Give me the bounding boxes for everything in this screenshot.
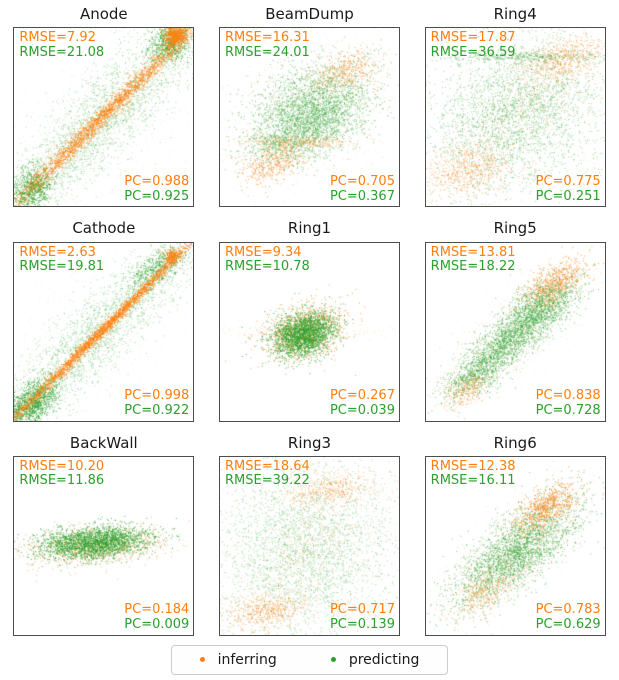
pc-predicting-label: PC=0.009 — [124, 617, 190, 633]
plot-area: RMSE=9.34 RMSE=10.78 PC=0.267 PC=0.039 — [218, 241, 400, 422]
subplot-title: Anode — [79, 5, 128, 23]
pc-predicting-label: PC=0.367 — [329, 188, 395, 204]
subplot-ring6: Ring6 RMSE=12.38 RMSE=16.11 PC=0.783 PC=… — [423, 433, 607, 636]
rmse-inferring-label: RMSE=18.64 — [224, 458, 310, 474]
plot-area: RMSE=16.31 RMSE=24.01 PC=0.705 PC=0.367 — [218, 27, 400, 208]
scatter-canvas — [219, 28, 399, 207]
rmse-annotation: RMSE=13.81 RMSE=18.22 — [430, 244, 516, 275]
rmse-predicting-label: RMSE=19.81 — [19, 259, 105, 275]
rmse-annotation: RMSE=7.92 RMSE=21.08 — [19, 31, 104, 60]
pc-annotation: PC=0.717 PC=0.139 — [330, 603, 395, 632]
pc-inferring-label: PC=0.838 — [535, 388, 601, 404]
subplot-ring1: Ring1 RMSE=9.34 RMSE=10.78 PC=0.267 PC=0… — [218, 218, 402, 422]
legend-box: inferring predicting — [170, 644, 449, 675]
subplot-title: Ring1 — [287, 219, 332, 238]
legend: inferring predicting — [0, 644, 619, 675]
pc-predicting-label: PC=0.629 — [535, 617, 601, 633]
subplot-ring5: Ring5 RMSE=13.81 RMSE=18.22 PC=0.838 PC=… — [423, 218, 607, 422]
subplot-title: Ring6 — [493, 433, 537, 452]
plot-area: RMSE=7.92 RMSE=21.08 PC=0.988 PC=0.925 — [13, 27, 195, 208]
subplot-title: Ring5 — [493, 219, 537, 238]
subplot-title: BeamDump — [265, 5, 354, 23]
rmse-predicting-label: RMSE=36.59 — [430, 44, 516, 60]
plot-area: RMSE=2.63 RMSE=19.81 PC=0.998 PC=0.922 — [13, 241, 195, 422]
predicting-marker-icon — [330, 657, 336, 663]
pc-inferring-label: PC=0.184 — [124, 602, 190, 618]
subplot-backwall: BackWall RMSE=10.20 RMSE=11.86 PC=0.184 … — [12, 433, 196, 636]
plot-area: RMSE=10.20 RMSE=11.86 PC=0.184 PC=0.009 — [13, 455, 195, 636]
inferring-marker-icon — [199, 657, 205, 663]
subplot-cathode: Cathode RMSE=2.63 RMSE=19.81 PC=0.998 PC… — [12, 218, 196, 422]
rmse-predicting-label: RMSE=24.01 — [224, 44, 310, 60]
rmse-predicting-label: RMSE=10.78 — [224, 259, 310, 275]
rmse-predicting-label: RMSE=21.08 — [19, 44, 105, 60]
rmse-annotation: RMSE=9.34 RMSE=10.78 — [224, 244, 310, 275]
plot-area: RMSE=12.38 RMSE=16.11 PC=0.783 PC=0.629 — [424, 455, 606, 636]
pc-annotation: PC=0.184 PC=0.009 — [124, 603, 189, 632]
rmse-inferring-label: RMSE=12.38 — [430, 458, 516, 474]
rmse-annotation: RMSE=10.20 RMSE=11.86 — [19, 458, 105, 489]
subplot-title: Ring3 — [287, 433, 332, 452]
plot-area: RMSE=17.87 RMSE=36.59 PC=0.775 PC=0.251 — [424, 27, 606, 208]
scatter-canvas — [425, 242, 605, 421]
plot-area: RMSE=13.81 RMSE=18.22 PC=0.838 PC=0.728 — [424, 241, 606, 422]
pc-predicting-label: PC=0.925 — [124, 188, 190, 204]
rmse-predicting-label: RMSE=11.86 — [19, 473, 105, 489]
pc-annotation: PC=0.705 PC=0.367 — [329, 173, 395, 204]
scatter-canvas — [219, 456, 399, 635]
rmse-annotation: RMSE=16.31 RMSE=24.01 — [225, 31, 310, 60]
pc-annotation: PC=0.775 PC=0.251 — [535, 173, 601, 204]
legend-label-predicting: predicting — [348, 651, 420, 668]
rmse-annotation: RMSE=18.64 RMSE=39.22 — [224, 458, 310, 489]
subplot-anode: Anode RMSE=7.92 RMSE=21.08 PC=0.988 PC=0… — [12, 4, 196, 208]
pc-predicting-label: PC=0.139 — [329, 617, 395, 633]
plot-area: RMSE=18.64 RMSE=39.22 PC=0.717 PC=0.139 — [218, 455, 400, 636]
rmse-predicting-label: RMSE=39.22 — [224, 473, 310, 489]
rmse-inferring-label: RMSE=10.20 — [19, 458, 105, 474]
subplot-title: Cathode — [72, 219, 136, 238]
rmse-inferring-label: RMSE=9.34 — [224, 244, 302, 260]
scatter-canvas — [14, 242, 194, 421]
pc-predicting-label: PC=0.728 — [535, 402, 601, 418]
legend-item-predicting: predicting — [330, 651, 420, 668]
pc-annotation: PC=0.998 PC=0.922 — [124, 388, 190, 418]
legend-label-inferring: inferring — [217, 651, 277, 668]
rmse-annotation: RMSE=12.38 RMSE=16.11 — [430, 458, 516, 489]
subplot-title: BackWall — [69, 433, 138, 452]
rmse-predicting-label: RMSE=16.11 — [430, 473, 516, 489]
legend-item-inferring: inferring — [199, 651, 277, 668]
pc-inferring-label: PC=0.775 — [535, 173, 601, 189]
pc-inferring-label: PC=0.267 — [329, 388, 395, 404]
pc-predicting-label: PC=0.039 — [329, 402, 395, 418]
rmse-inferring-label: RMSE=13.81 — [430, 244, 516, 260]
pc-predicting-label: PC=0.922 — [124, 402, 190, 418]
pc-inferring-label: PC=0.783 — [535, 602, 601, 618]
subplot-title: Ring4 — [493, 5, 537, 23]
scatter-canvas — [425, 456, 605, 635]
rmse-predicting-label: RMSE=18.22 — [430, 259, 516, 275]
pc-inferring-label: PC=0.998 — [124, 388, 190, 404]
pc-predicting-label: PC=0.251 — [535, 188, 601, 204]
pc-annotation: PC=0.267 PC=0.039 — [329, 388, 395, 418]
rmse-annotation: RMSE=17.87 RMSE=36.59 — [431, 31, 516, 60]
scatter-canvas — [425, 28, 605, 207]
pc-annotation: PC=0.988 PC=0.925 — [124, 173, 190, 204]
pc-annotation: PC=0.838 PC=0.728 — [535, 388, 601, 418]
scatter-canvas — [219, 242, 399, 421]
subplot-beamdump: BeamDump RMSE=16.31 RMSE=24.01 PC=0.705 … — [218, 4, 402, 208]
rmse-inferring-label: RMSE=2.63 — [19, 244, 96, 260]
rmse-annotation: RMSE=2.63 RMSE=19.81 — [19, 244, 105, 275]
subplot-grid: Anode RMSE=7.92 RMSE=21.08 PC=0.988 PC=0… — [12, 4, 607, 636]
scatter-canvas — [14, 28, 194, 207]
subplot-ring3: Ring3 RMSE=18.64 RMSE=39.22 PC=0.717 PC=… — [218, 433, 402, 636]
pc-inferring-label: PC=0.717 — [329, 602, 395, 618]
pc-annotation: PC=0.783 PC=0.629 — [536, 603, 601, 632]
rmse-inferring-label: RMSE=17.87 — [430, 30, 516, 46]
pc-inferring-label: PC=0.705 — [329, 173, 395, 189]
scatter-canvas — [14, 456, 194, 635]
subplot-ring4: Ring4 RMSE=17.87 RMSE=36.59 PC=0.775 PC=… — [423, 4, 607, 208]
pc-inferring-label: PC=0.988 — [124, 173, 190, 189]
rmse-inferring-label: RMSE=7.92 — [19, 30, 96, 46]
rmse-inferring-label: RMSE=16.31 — [224, 30, 310, 46]
